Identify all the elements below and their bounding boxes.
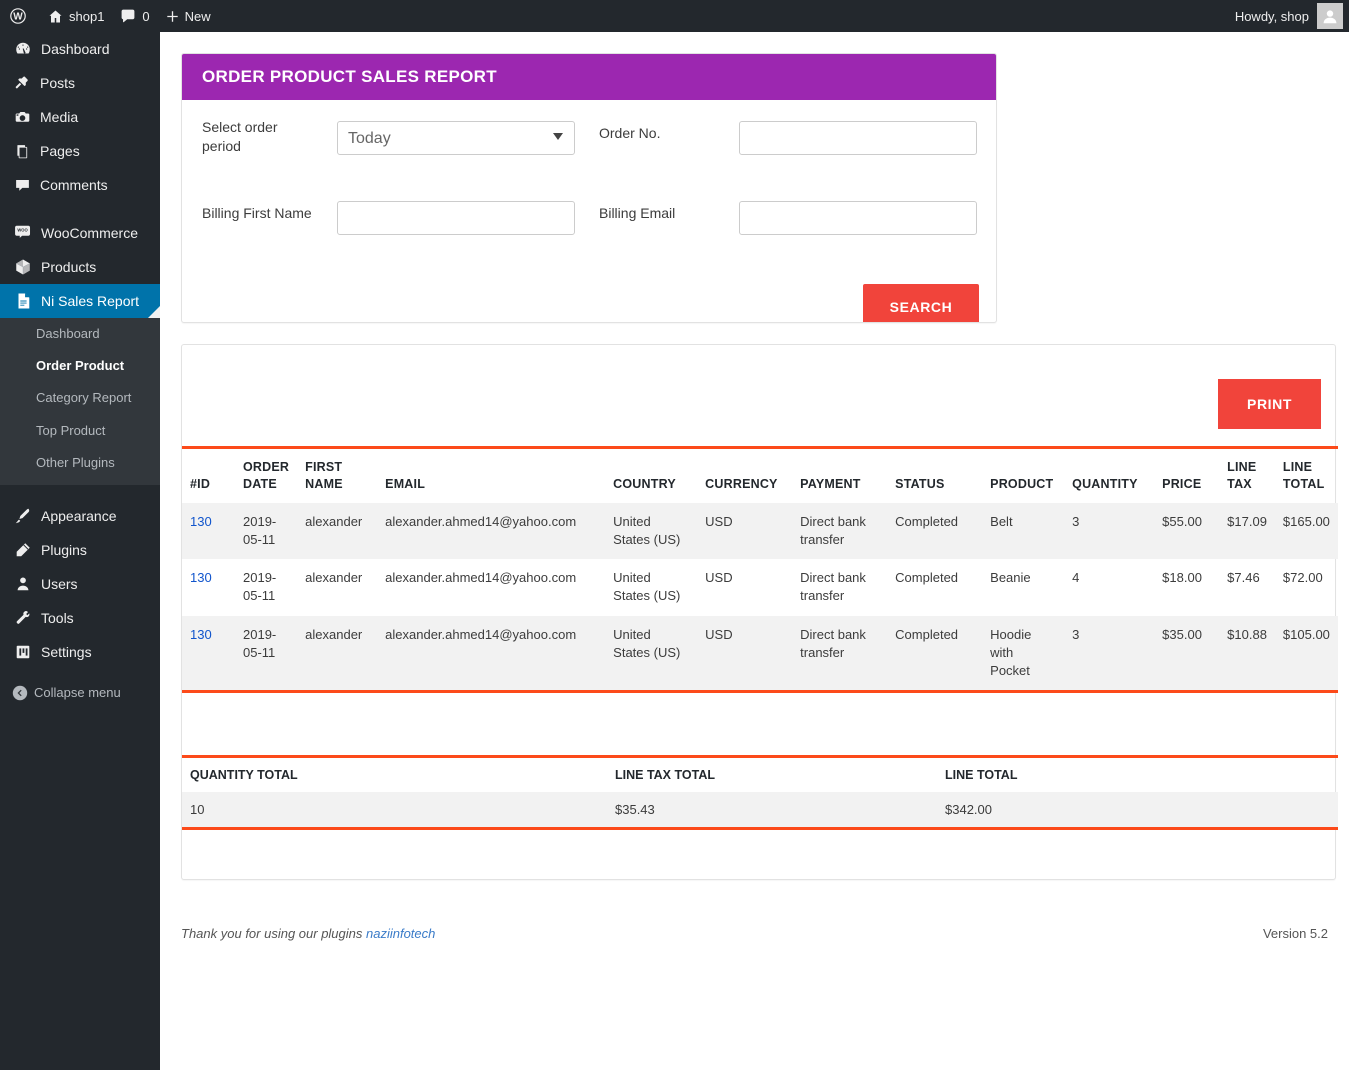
svg-text:W: W (13, 11, 23, 22)
svg-text:WOO: WOO (17, 228, 28, 233)
